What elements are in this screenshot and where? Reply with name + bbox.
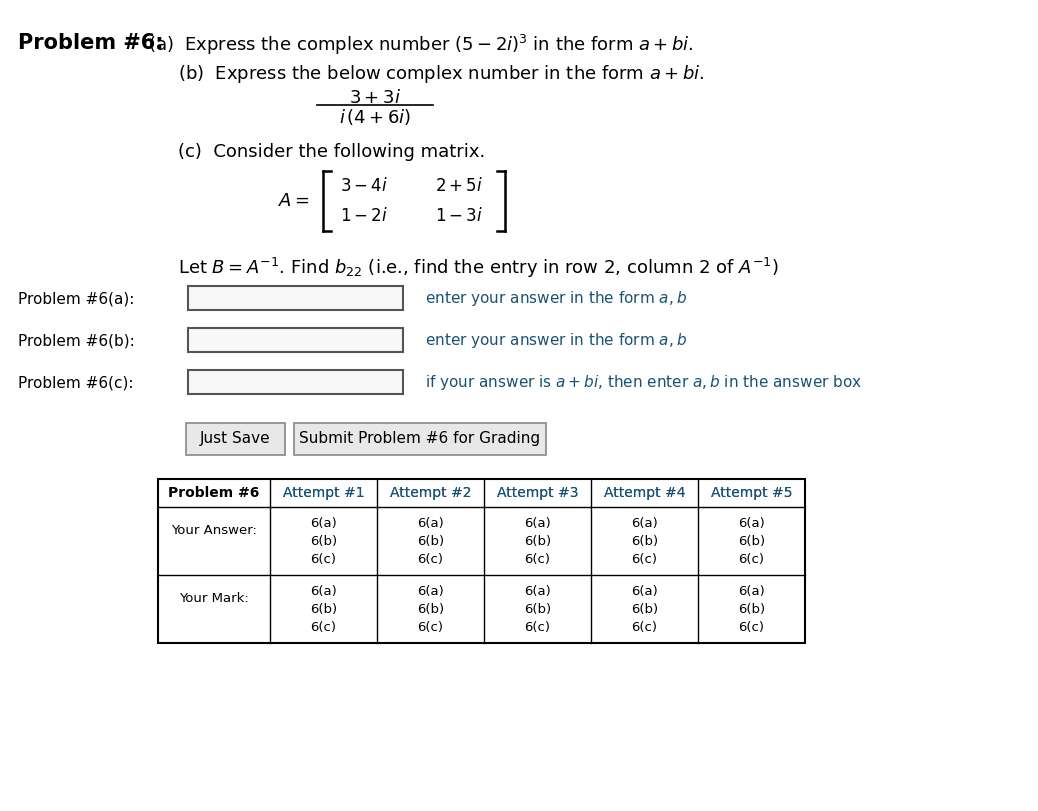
Text: enter your answer in the form $a,b$: enter your answer in the form $a,b$ [425,290,687,308]
Text: if your answer is $a + bi$, then enter $a,b$ in the answer box: if your answer is $a + bi$, then enter $… [425,374,863,393]
Text: 6(a): 6(a) [631,585,658,598]
Text: 6(c): 6(c) [738,552,765,565]
Text: 6(b): 6(b) [524,603,551,616]
Text: $i\,(4 + 6i)$: $i\,(4 + 6i)$ [338,107,411,127]
Text: Just Save: Just Save [200,431,271,445]
Text: 6(c): 6(c) [631,620,657,633]
Text: Your Answer:: Your Answer: [171,525,257,538]
Text: Attempt #5: Attempt #5 [711,486,792,500]
Text: 6(a): 6(a) [310,517,337,530]
Text: 6(b): 6(b) [524,534,551,547]
Text: $1-2i$: $1-2i$ [340,207,388,225]
Text: 6(c): 6(c) [524,620,550,633]
FancyBboxPatch shape [188,328,403,352]
FancyBboxPatch shape [294,423,546,455]
Text: 6(a): 6(a) [310,585,337,598]
Text: $A =$: $A =$ [278,192,310,210]
Text: Your Mark:: Your Mark: [180,593,249,606]
Text: 6(b): 6(b) [738,534,765,547]
Bar [158,479,805,643]
Text: Attempt #2: Attempt #2 [389,486,471,500]
Text: Problem #6:: Problem #6: [18,33,164,53]
Text: Submit Problem #6 for Grading: Submit Problem #6 for Grading [299,431,541,445]
Text: 6(c): 6(c) [310,552,336,565]
Text: 6(a): 6(a) [631,517,658,530]
Text: Attempt #5: Attempt #5 [711,486,792,500]
Text: Problem #6(c):: Problem #6(c): [18,375,134,391]
FancyBboxPatch shape [188,370,403,394]
Text: 6(b): 6(b) [310,603,337,616]
Text: 6(a): 6(a) [417,585,444,598]
Text: Attempt #4: Attempt #4 [604,486,685,500]
Text: (b)  Express the below complex number in the form $a + bi$.: (b) Express the below complex number in … [177,63,705,85]
Text: $3 + 3i$: $3 + 3i$ [349,89,401,107]
Text: 6(c): 6(c) [524,552,550,565]
Text: Attempt #3: Attempt #3 [497,486,578,500]
Text: Attempt #4: Attempt #4 [604,486,685,500]
Text: (c)  Consider the following matrix.: (c) Consider the following matrix. [177,143,485,161]
Text: 6(c): 6(c) [417,620,443,633]
Text: 6(c): 6(c) [738,620,765,633]
Text: 6(b): 6(b) [417,534,444,547]
Text: 6(c): 6(c) [631,552,657,565]
Text: Problem #6(a):: Problem #6(a): [18,291,134,307]
Text: Attempt #2: Attempt #2 [389,486,471,500]
Text: 6(a): 6(a) [524,585,551,598]
Text: 6(c): 6(c) [310,620,336,633]
Text: 6(a): 6(a) [738,517,765,530]
Text: 6(c): 6(c) [417,552,443,565]
Text: 6(a): 6(a) [738,585,765,598]
Text: $1-3i$: $1-3i$ [435,207,483,225]
FancyBboxPatch shape [186,423,285,455]
Text: 6(b): 6(b) [738,603,765,616]
Text: Problem #6(b):: Problem #6(b): [18,333,135,349]
FancyBboxPatch shape [188,286,403,310]
Text: (a)  Express the complex number $(5-2i)^3$ in the form $a + bi$.: (a) Express the complex number $(5-2i)^3… [148,33,693,57]
Text: 6(b): 6(b) [417,603,444,616]
Text: Let $B = A^{-1}$. Find $b_{22}$ (i.e., find the entry in row 2, column 2 of $A^{: Let $B = A^{-1}$. Find $b_{22}$ (i.e., f… [177,256,778,280]
Text: 6(b): 6(b) [631,603,658,616]
Text: $2+5i$: $2+5i$ [435,177,483,195]
Text: 6(a): 6(a) [417,517,444,530]
Text: $3-4i$: $3-4i$ [340,177,388,195]
Text: Problem #6: Problem #6 [168,486,260,500]
Text: 6(a): 6(a) [524,517,551,530]
Text: Attempt #1: Attempt #1 [282,486,364,500]
Text: Attempt #1: Attempt #1 [282,486,364,500]
Text: 6(b): 6(b) [310,534,337,547]
Text: enter your answer in the form $a,b$: enter your answer in the form $a,b$ [425,332,687,350]
Text: 6(b): 6(b) [631,534,658,547]
Text: Attempt #3: Attempt #3 [497,486,578,500]
